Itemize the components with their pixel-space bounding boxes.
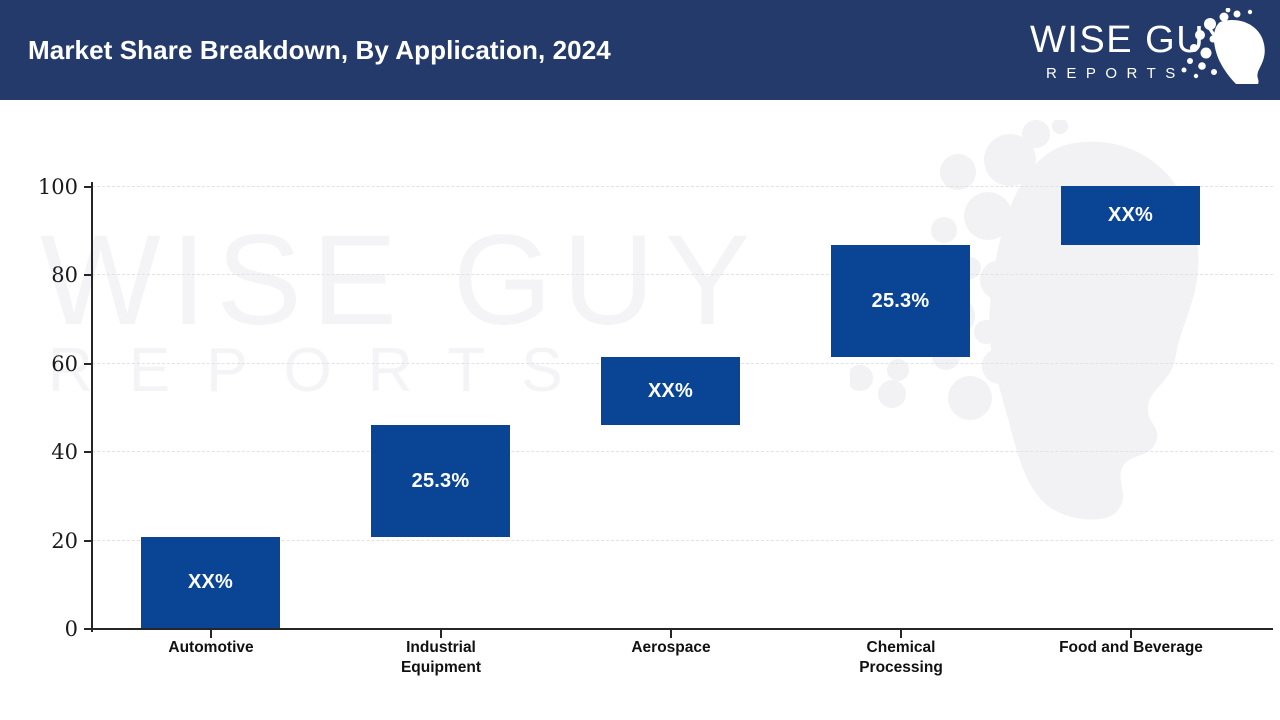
bar-value-label: XX% — [187, 571, 234, 593]
y-tick-label-100: 100 — [37, 175, 78, 199]
x-category-line: Food and Beverage — [1059, 639, 1203, 656]
y-tick-mark-0 — [84, 628, 93, 630]
y-tick-label-80: 80 — [51, 263, 78, 287]
x-tick-mark-1 — [440, 630, 442, 638]
x-tick-mark-2 — [670, 630, 672, 638]
gridline-20 — [92, 540, 1273, 541]
gridline-40 — [92, 451, 1273, 452]
x-category-label-food-and-beverage: Food and Beverage — [1030, 638, 1232, 658]
x-category-line: Industrial — [406, 639, 476, 656]
bar-aerospace[interactable]: XX% — [601, 357, 740, 425]
x-category-line: Chemical — [866, 639, 936, 656]
logo-head-icon — [1181, 8, 1265, 84]
bar-chemical-processing[interactable]: 25.3% — [831, 245, 970, 357]
y-tick-mark-20 — [84, 540, 93, 542]
y-tick-label-40: 40 — [51, 440, 78, 464]
x-category-label-chemical-processing: Chemical Processing — [800, 638, 1002, 679]
x-tick-mark-4 — [1130, 630, 1132, 638]
chart-canvas: WISE GUY REPORTS — [0, 100, 1280, 720]
y-tick-label-20: 20 — [51, 529, 78, 553]
y-tick-mark-40 — [84, 451, 93, 453]
x-tick-mark-0 — [210, 630, 212, 638]
x-axis-line — [91, 628, 1273, 630]
y-tick-mark-60 — [84, 363, 93, 365]
bar-automotive[interactable]: XX% — [141, 537, 280, 628]
bar-food-and-beverage[interactable]: XX% — [1061, 186, 1200, 245]
logo-secondary-text: REPORTS — [1046, 65, 1185, 82]
y-tick-mark-80 — [84, 274, 93, 276]
x-category-line: Equipment — [400, 659, 482, 677]
gridline-100 — [92, 186, 1273, 187]
bar-value-label: XX% — [1107, 204, 1154, 226]
bar-value-label: XX% — [647, 379, 694, 402]
y-tick-label-60: 60 — [51, 352, 78, 376]
bar-industrial-equipment[interactable]: 25.3% — [371, 425, 510, 537]
x-category-label-automotive: Automotive — [110, 638, 312, 658]
x-category-label-aerospace: Aerospace — [570, 638, 772, 658]
y-axis-line — [91, 182, 93, 632]
x-category-line: Processing — [859, 659, 943, 677]
logo-primary-text: WISE GUY — [1030, 19, 1232, 61]
x-category-label-industrial-equipment: Industrial Equipment — [340, 638, 542, 679]
y-tick-label-0: 0 — [64, 617, 78, 641]
x-tick-mark-3 — [900, 630, 902, 638]
bar-value-label: 25.3% — [871, 289, 930, 312]
x-category-line: Aerospace — [631, 639, 711, 656]
gridline-80 — [92, 274, 1273, 275]
page-title: Market Share Breakdown, By Application, … — [28, 34, 611, 65]
x-category-line: Automotive — [168, 639, 254, 656]
y-tick-mark-100 — [84, 186, 93, 188]
bar-value-label: 25.3% — [411, 469, 470, 492]
wise-guy-reports-logo: WISE GUY REPORTS — [1024, 8, 1274, 92]
page-header: Market Share Breakdown, By Application, … — [0, 0, 1280, 100]
